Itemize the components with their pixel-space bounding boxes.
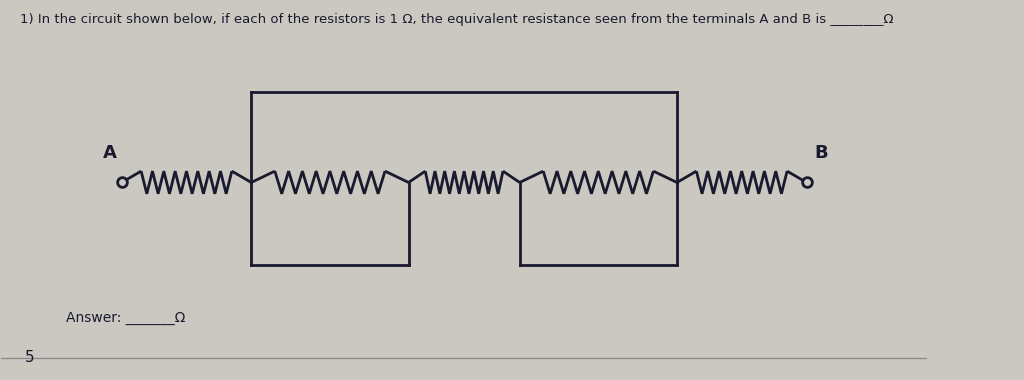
Text: Answer: _______Ω: Answer: _______Ω [67,311,185,325]
Text: B: B [814,144,827,162]
Text: 5: 5 [25,350,34,365]
Text: 1) In the circuit shown below, if each of the resistors is 1 Ω, the equivalent r: 1) In the circuit shown below, if each o… [19,13,893,26]
Text: A: A [103,144,117,162]
